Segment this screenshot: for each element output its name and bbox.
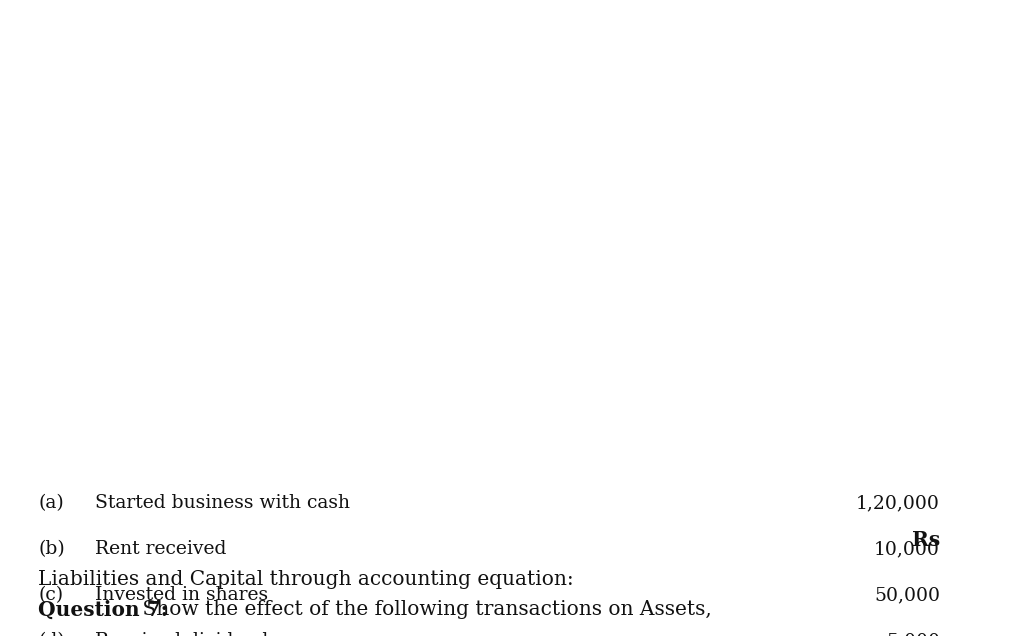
Text: (c): (c) <box>38 586 63 604</box>
Text: Rent received: Rent received <box>95 540 226 558</box>
Text: 10,000: 10,000 <box>874 540 940 558</box>
Text: (d): (d) <box>38 632 65 636</box>
Text: Invested in shares: Invested in shares <box>95 586 268 604</box>
Text: 1,20,000: 1,20,000 <box>856 494 940 512</box>
Text: Started business with cash: Started business with cash <box>95 494 350 512</box>
Text: (a): (a) <box>38 494 63 512</box>
Text: 5,000: 5,000 <box>886 632 940 636</box>
Text: (b): (b) <box>38 540 65 558</box>
Text: Rs: Rs <box>911 530 940 550</box>
Text: Show the effect of the following transactions on Assets,: Show the effect of the following transac… <box>136 600 712 619</box>
Text: Liabilities and Capital through accounting equation:: Liabilities and Capital through accounti… <box>38 570 573 589</box>
Text: Question 7:: Question 7: <box>38 600 168 620</box>
Text: Received dividend: Received dividend <box>95 632 268 636</box>
Text: 50,000: 50,000 <box>874 586 940 604</box>
